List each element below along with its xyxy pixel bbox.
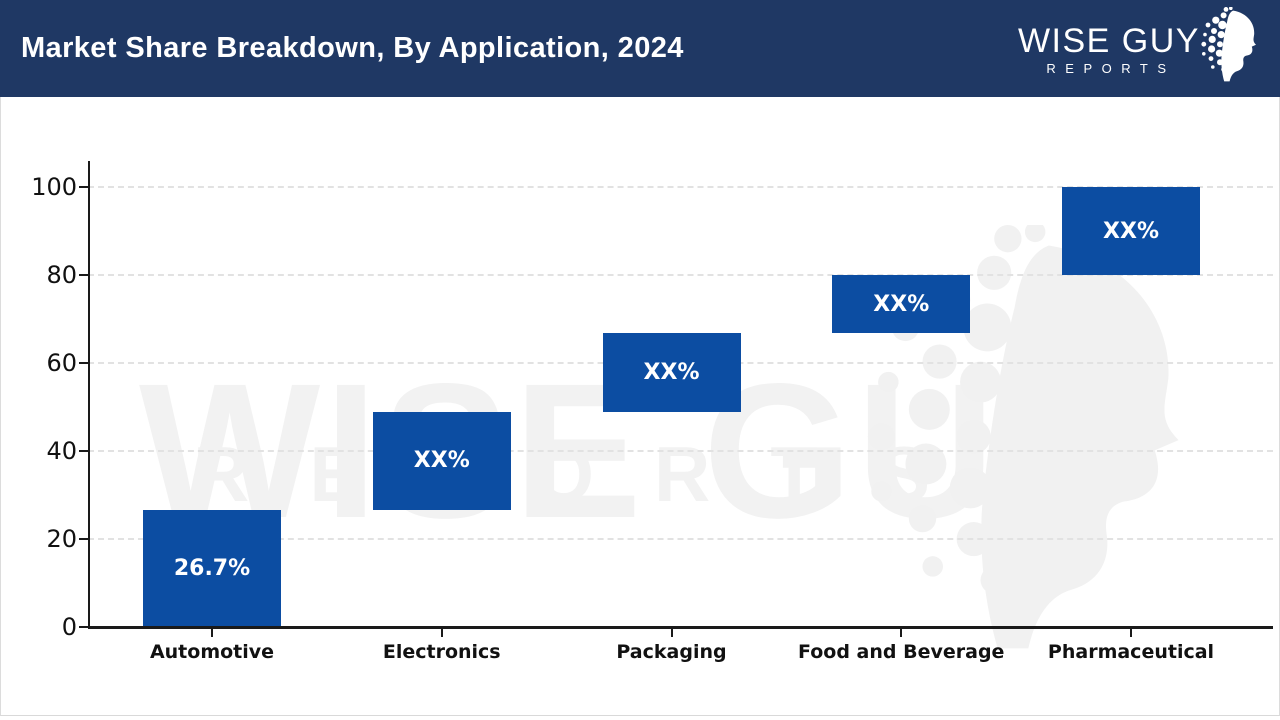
y-axis-tick: [79, 538, 88, 540]
brand-subtitle: REPORTS: [1046, 61, 1176, 76]
x-axis-label: Pharmaceutical: [1047, 641, 1215, 663]
y-axis-tick: [79, 274, 88, 276]
brand-logo-text: WISE GUY REPORTS: [1018, 24, 1200, 75]
bar-value-label: XX%: [413, 448, 470, 474]
x-axis-tick: [1130, 628, 1132, 637]
header-bar: Market Share Breakdown, By Application, …: [0, 0, 1280, 97]
x-axis-label: Packaging: [616, 641, 727, 663]
gridline: [88, 450, 1273, 452]
watermark-reports-text: REPORTS: [193, 430, 991, 518]
bar-value-label: XX%: [643, 359, 700, 385]
chart-area: WISE GUY REPORTS 0 20 40 60 80 100 26.7% Automo…: [0, 97, 1280, 716]
gridline: [88, 186, 1273, 188]
y-tick-label: 60: [46, 349, 77, 377]
bar-value-label: XX%: [1103, 218, 1159, 244]
y-tick-label: 40: [46, 437, 77, 465]
y-axis-tick: [79, 186, 88, 188]
y-tick-label: 100: [31, 173, 77, 201]
bar-pharmaceutical: XX%: [1062, 187, 1200, 275]
bar-packaging: XX%: [602, 333, 741, 412]
bar-food-and-beverage: XX%: [832, 275, 971, 334]
page-title: Market Share Breakdown, By Application, …: [21, 32, 684, 64]
bar-electronics: XX%: [372, 411, 511, 510]
wiseguy-head-icon: [1196, 7, 1268, 91]
y-axis-tick: [79, 626, 88, 628]
bar-automotive: 26.7%: [143, 509, 281, 627]
x-axis-tick: [211, 628, 213, 637]
x-axis-label: Food and Beverage: [798, 641, 1005, 663]
x-axis-line: [88, 626, 1273, 629]
y-axis-tick: [79, 362, 88, 364]
y-axis-line: [88, 161, 90, 629]
gridline: [88, 274, 1273, 276]
x-axis-tick: [440, 628, 443, 637]
bar-value-label: XX%: [873, 291, 930, 317]
y-tick-label: 20: [46, 525, 77, 553]
brand-name: WISE GUY: [1017, 22, 1200, 60]
gridline: [88, 538, 1273, 540]
y-axis-tick: [79, 450, 88, 452]
x-axis-tick: [900, 628, 903, 637]
brand-logo: WISE GUY REPORTS: [1018, 0, 1268, 97]
y-tick-label: 80: [46, 261, 77, 289]
y-tick-label: 0: [61, 613, 77, 641]
x-axis-tick: [670, 628, 673, 637]
bar-value-label: 26.7%: [173, 555, 251, 581]
plot-region: 0 20 40 60 80 100 26.7% Automotive XX% Electronic…: [1, 97, 1279, 715]
x-axis-label: Electronics: [382, 641, 501, 663]
x-axis-label: Automotive: [149, 641, 275, 663]
